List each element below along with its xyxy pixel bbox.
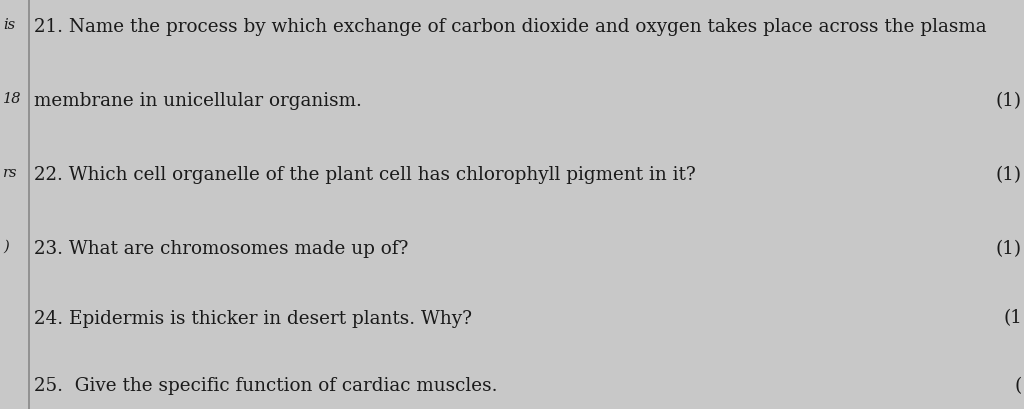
Text: ): )	[3, 239, 9, 253]
Text: (1: (1	[1004, 309, 1022, 327]
Text: 22. Which cell organelle of the plant cell has chlorophyll pigment in it?: 22. Which cell organelle of the plant ce…	[34, 166, 695, 184]
Text: (1): (1)	[995, 92, 1022, 110]
Text: 18: 18	[3, 92, 22, 106]
Text: rs: rs	[3, 166, 17, 180]
Text: 25.  Give the specific function of cardiac muscles.: 25. Give the specific function of cardia…	[34, 376, 498, 394]
Text: is: is	[3, 18, 15, 32]
Text: membrane in unicellular organism.: membrane in unicellular organism.	[34, 92, 361, 110]
Text: 23. What are chromosomes made up of?: 23. What are chromosomes made up of?	[34, 239, 409, 257]
Text: 21. Name the process by which exchange of carbon dioxide and oxygen takes place : 21. Name the process by which exchange o…	[34, 18, 986, 36]
Text: 24. Epidermis is thicker in desert plants. Why?: 24. Epidermis is thicker in desert plant…	[34, 309, 472, 327]
Text: (1): (1)	[995, 239, 1022, 257]
Text: (1): (1)	[995, 166, 1022, 184]
Text: (: (	[1015, 376, 1022, 394]
